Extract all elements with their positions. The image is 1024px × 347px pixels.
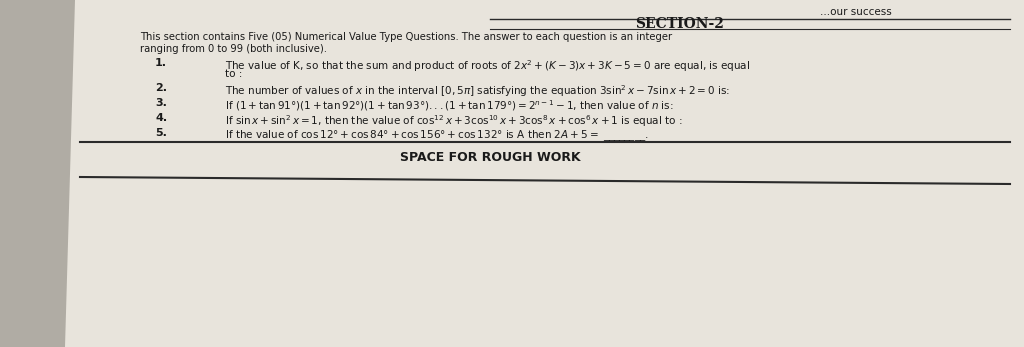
- Text: ranging from 0 to 99 (both inclusive).: ranging from 0 to 99 (both inclusive).: [140, 44, 327, 54]
- Text: 5.: 5.: [155, 128, 167, 138]
- Polygon shape: [0, 0, 75, 347]
- Text: SECTION-2: SECTION-2: [636, 17, 724, 31]
- Text: SPACE FOR ROUGH WORK: SPACE FOR ROUGH WORK: [399, 151, 581, 164]
- Text: If $\sin x+\sin^2 x=1$, then the value of $\cos^{12} x+3\cos^{10} x+3\cos^8 x+\c: If $\sin x+\sin^2 x=1$, then the value o…: [225, 113, 683, 129]
- Text: If the value of $\cos 12°+\cos 84°+\cos 156°+\cos 132°$ is A then $2A+5=$ ______: If the value of $\cos 12°+\cos 84°+\cos …: [225, 128, 649, 143]
- Text: If $(1+\tan 91°)(1+\tan 92°)(1+\tan 93°)...(1+\tan 179°)=2^{n-1}-1$, then value : If $(1+\tan 91°)(1+\tan 92°)(1+\tan 93°)…: [225, 98, 674, 113]
- Text: 4.: 4.: [155, 113, 167, 123]
- Text: This section contains Five (05) Numerical Value Type Questions. The answer to ea: This section contains Five (05) Numerica…: [140, 32, 672, 42]
- Text: to :: to :: [225, 69, 243, 79]
- Text: 2.: 2.: [155, 83, 167, 93]
- Text: ...our success: ...our success: [820, 7, 892, 17]
- Polygon shape: [60, 0, 1024, 347]
- Text: The value of K, so that the sum and product of roots of $2x^2+(K-3)x+3K-5=0$ are: The value of K, so that the sum and prod…: [225, 58, 751, 74]
- Text: 1.: 1.: [155, 58, 167, 68]
- Text: 3.: 3.: [155, 98, 167, 108]
- Text: The number of values of $x$ in the interval $[0, 5\pi]$ satisfying the equation : The number of values of $x$ in the inter…: [225, 83, 730, 99]
